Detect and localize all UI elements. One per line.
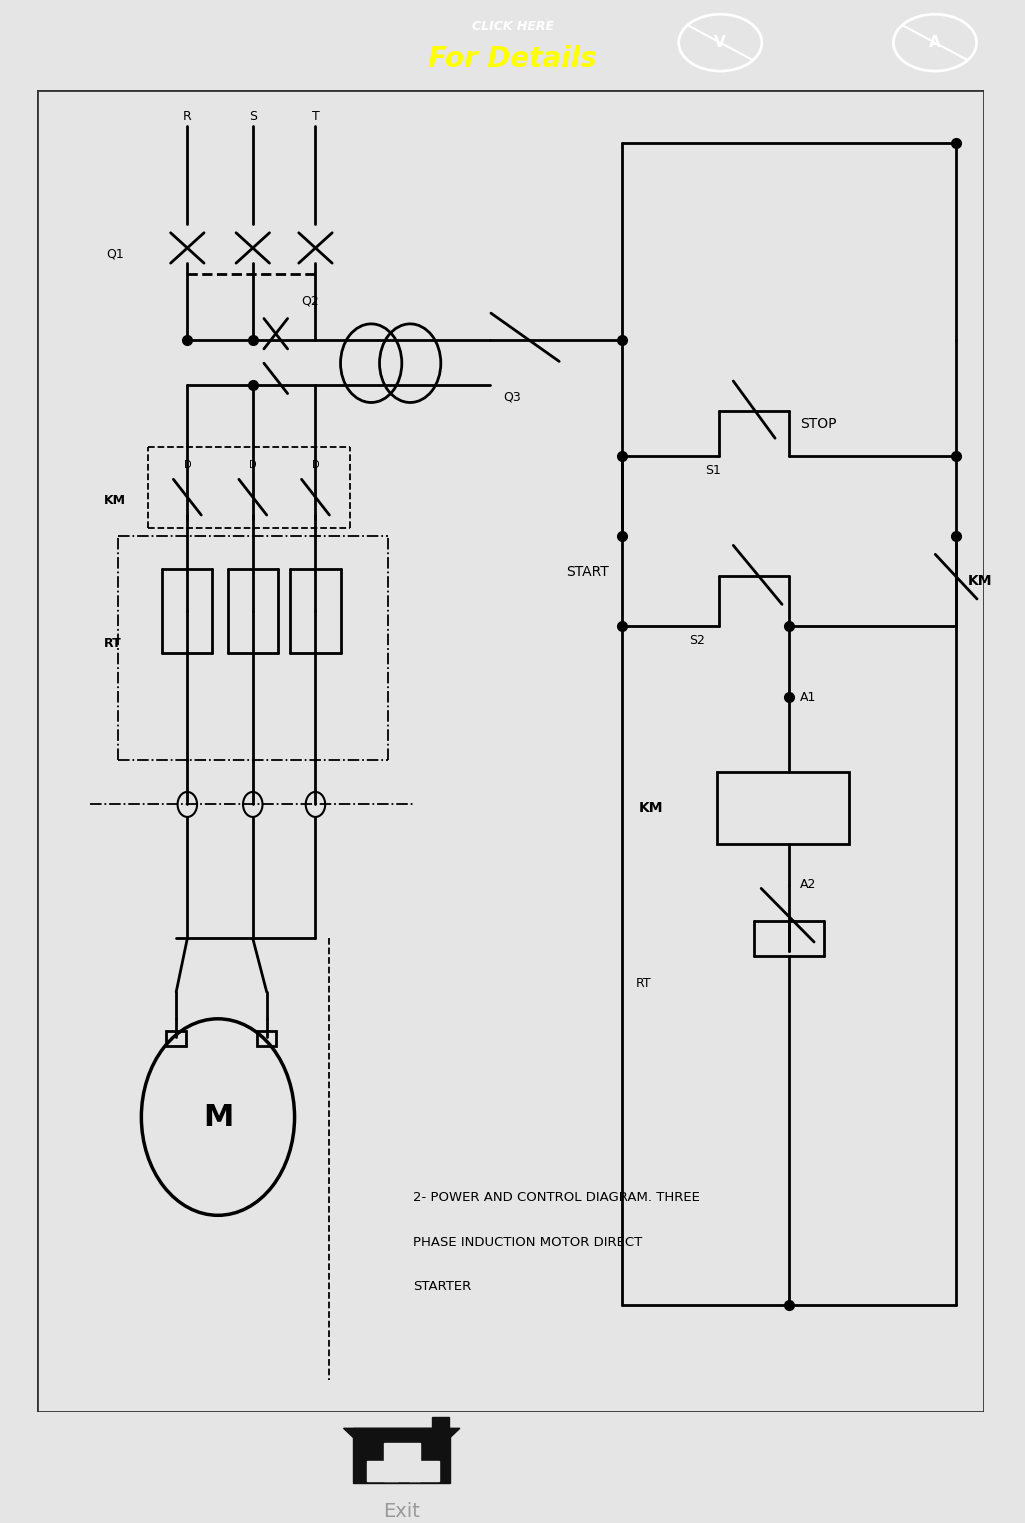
Text: For Details: For Details bbox=[428, 44, 597, 73]
Text: M: M bbox=[203, 1103, 233, 1132]
Text: KM: KM bbox=[639, 801, 663, 815]
Text: KM: KM bbox=[968, 574, 992, 588]
Bar bbox=[409, 1461, 439, 1482]
Text: Exit: Exit bbox=[383, 1502, 420, 1520]
Text: CLICK HERE: CLICK HERE bbox=[472, 20, 554, 34]
Bar bbox=[383, 1444, 419, 1482]
Text: STARTER: STARTER bbox=[413, 1281, 472, 1293]
Text: S: S bbox=[249, 110, 257, 123]
Text: PHASE INDUCTION MOTOR DIRECT: PHASE INDUCTION MOTOR DIRECT bbox=[413, 1235, 643, 1249]
Text: A1: A1 bbox=[801, 691, 817, 704]
Bar bbox=[433, 1418, 449, 1445]
Bar bbox=[257, 1031, 277, 1046]
Text: S2: S2 bbox=[689, 634, 704, 647]
Text: STOP: STOP bbox=[801, 417, 836, 431]
Text: R: R bbox=[182, 110, 192, 123]
Text: START: START bbox=[566, 565, 609, 579]
Text: D: D bbox=[312, 460, 319, 471]
Bar bbox=[166, 1031, 186, 1046]
Text: Q3: Q3 bbox=[503, 390, 522, 404]
Bar bbox=[367, 1461, 398, 1482]
Text: A: A bbox=[929, 35, 941, 50]
Bar bbox=[716, 772, 849, 844]
Text: V: V bbox=[714, 35, 726, 50]
Text: Q1: Q1 bbox=[107, 248, 124, 260]
Text: T: T bbox=[312, 110, 320, 123]
Text: RT: RT bbox=[104, 637, 122, 650]
Polygon shape bbox=[343, 1429, 460, 1483]
Bar bbox=[354, 1429, 450, 1483]
Text: RT: RT bbox=[636, 976, 652, 990]
Text: D: D bbox=[249, 460, 256, 471]
Text: S1: S1 bbox=[705, 465, 722, 477]
Text: D: D bbox=[183, 460, 191, 471]
Text: A2: A2 bbox=[801, 879, 817, 891]
Text: 2- POWER AND CONTROL DIAGRAM. THREE: 2- POWER AND CONTROL DIAGRAM. THREE bbox=[413, 1191, 700, 1205]
Text: KM: KM bbox=[104, 495, 126, 507]
Text: Q2: Q2 bbox=[301, 294, 319, 308]
